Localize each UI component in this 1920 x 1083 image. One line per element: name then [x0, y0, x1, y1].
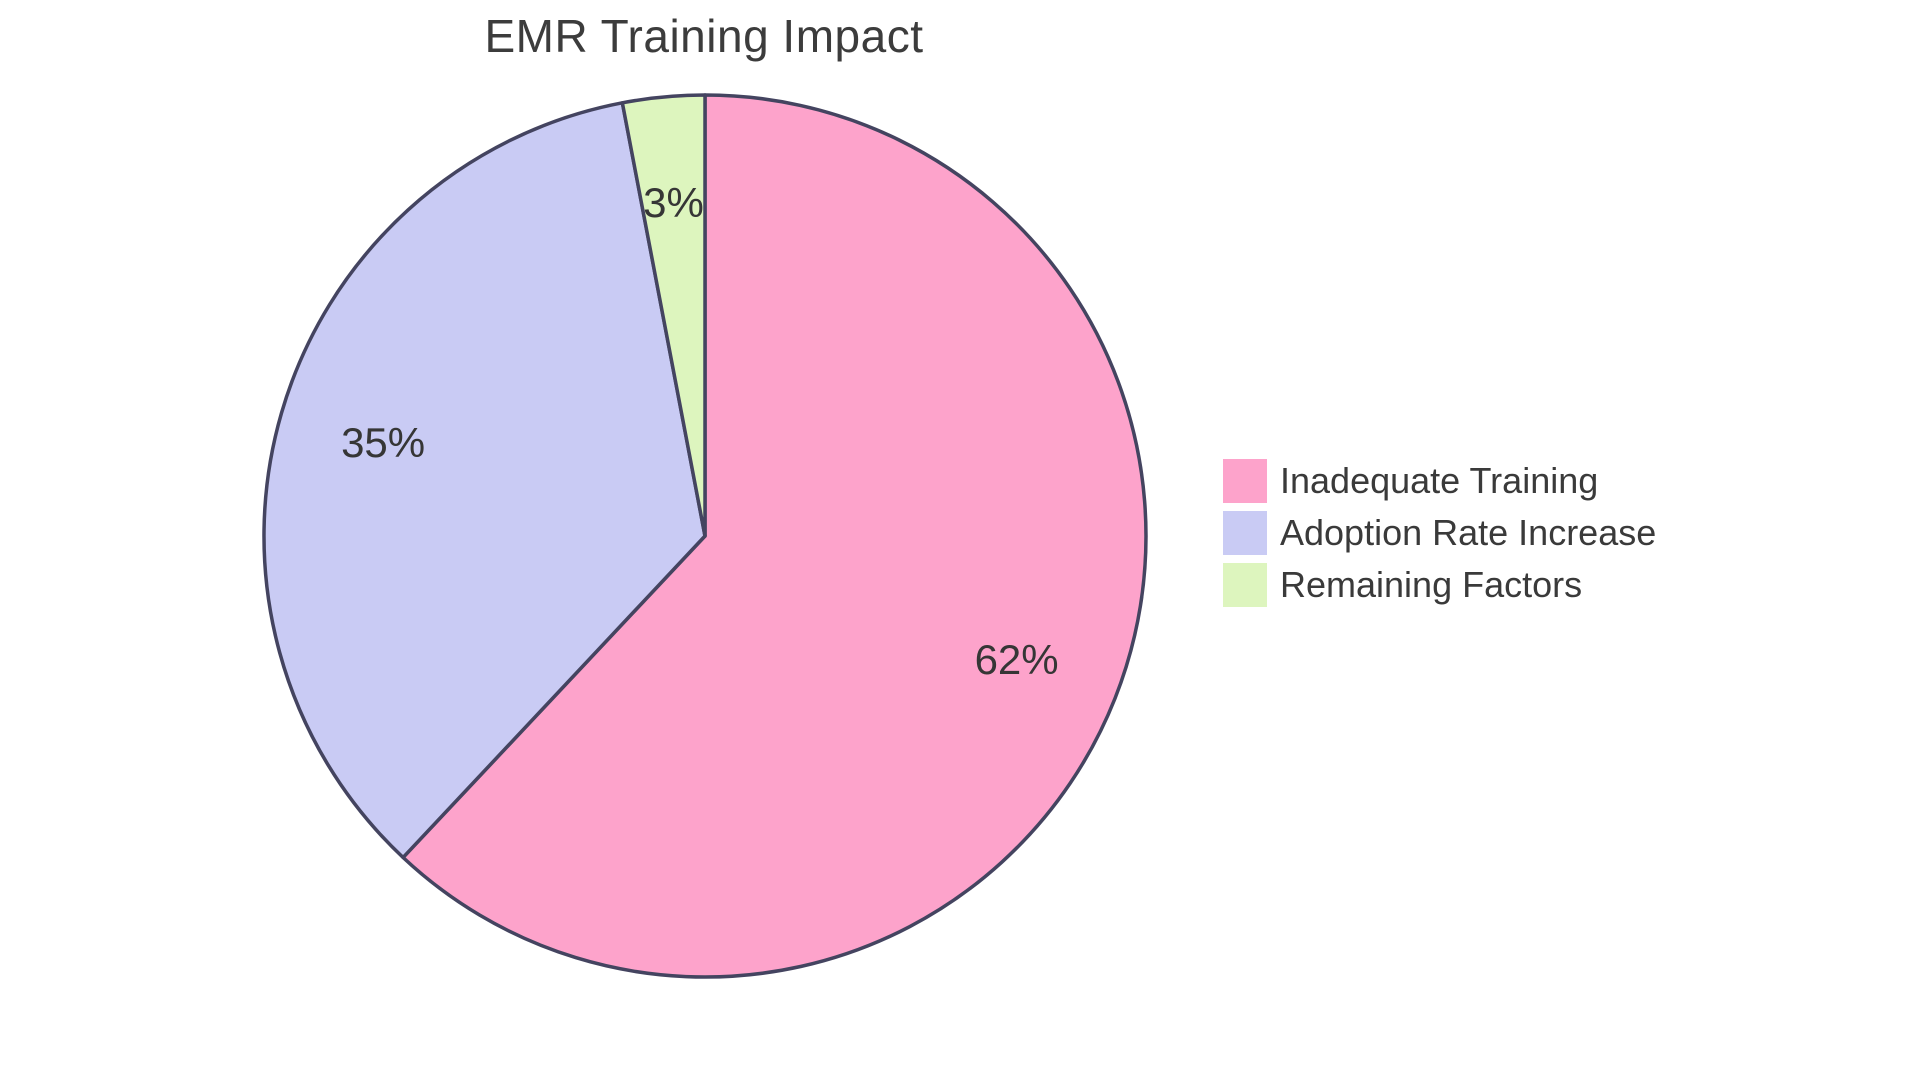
pie-slice-labels: 62% 35% 3% [341, 179, 1059, 683]
legend-item-adoption-rate-increase: Adoption Rate Increase [1223, 511, 1656, 555]
slice-percentage-label-adoption-rate-increase: 35% [341, 419, 425, 466]
slice-percentage-label-inadequate-training: 62% [975, 636, 1059, 683]
pie-slice-adoption-rate-increase [262, 101, 707, 860]
legend-label-adoption-rate-increase: Adoption Rate Increase [1280, 512, 1657, 553]
legend-item-inadequate-training: Inadequate Training [1223, 459, 1656, 503]
chart-legend: Inadequate Training Adoption Rate Increas… [1223, 459, 1656, 607]
legend-label-remaining-factors: Remaining Factors [1280, 564, 1583, 605]
pie-slices [262, 93, 1148, 979]
legend-label-inadequate-training: Inadequate Training [1280, 460, 1599, 501]
pie-slice-remaining-factors [620, 93, 707, 538]
slice-percentage-label-remaining-factors: 3% [643, 179, 704, 226]
chart-title: EMR Training Impact [485, 10, 924, 62]
legend-item-remaining-factors: Remaining Factors [1223, 563, 1656, 607]
legend-swatch-adoption-rate-increase [1223, 511, 1267, 555]
pie-slice-inadequate-training [401, 93, 1148, 979]
legend-swatch-remaining-factors [1223, 563, 1267, 607]
legend-swatch-inadequate-training [1223, 459, 1267, 503]
